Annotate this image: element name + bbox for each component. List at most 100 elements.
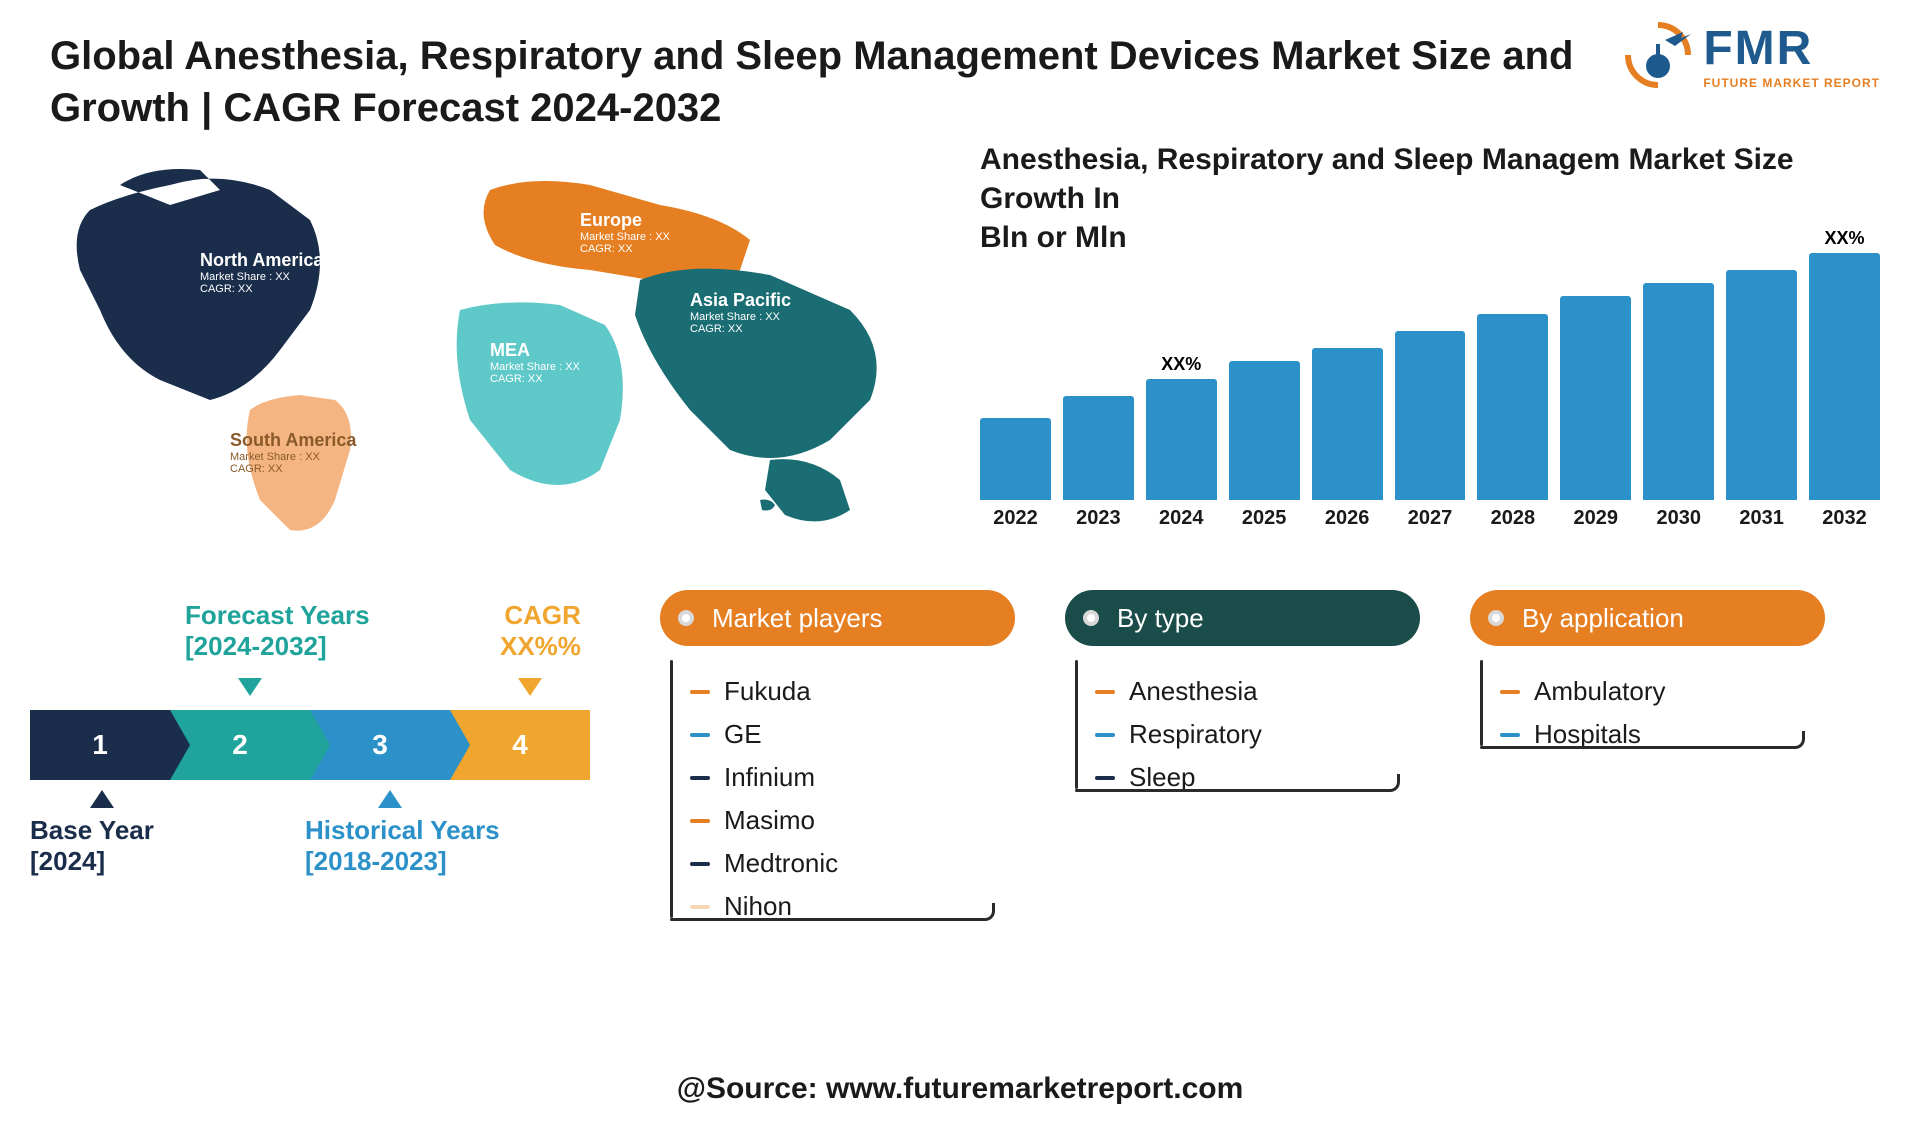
bar-rect (1146, 379, 1217, 500)
info-column-by-application: By application Ambulatory Hospitals (1470, 590, 1825, 928)
region-mea: MEAMarket Share : XXCAGR: XX (490, 340, 580, 385)
tick-icon (1095, 733, 1115, 737)
bar-year-label: 2028 (1491, 507, 1536, 530)
tick-icon (1500, 733, 1520, 737)
bar-rect (1809, 253, 1880, 500)
tick-icon (690, 862, 710, 866)
item-label: Hospitals (1534, 719, 1641, 750)
bar-rect (980, 418, 1051, 500)
logo-sub-text: FUTURE MARKET REPORT (1703, 76, 1880, 90)
bar-year-label: 2025 (1242, 507, 1287, 530)
item-label: GE (724, 719, 762, 750)
list-item: Anesthesia (1095, 670, 1420, 713)
info-list: Anesthesia Respiratory Sleep (1065, 670, 1420, 799)
arrow-down-icon (238, 678, 262, 696)
item-label: Medtronic (724, 848, 838, 879)
tick-icon (1095, 776, 1115, 780)
tick-icon (690, 733, 710, 737)
pill-title: Market players (712, 603, 883, 634)
arrow-down-icon (518, 678, 542, 696)
tick-icon (690, 690, 710, 694)
world-map: North AmericaMarket Share : XXCAGR: XX So… (50, 160, 910, 540)
bar-2027: 2027 (1395, 331, 1466, 500)
bar-2022: 2022 (980, 418, 1051, 500)
pill-header: By application (1470, 590, 1825, 646)
bullet-icon (1488, 610, 1504, 626)
base-year-label: Base Year [2024] (30, 815, 154, 877)
bar-2023: 2023 (1063, 396, 1134, 500)
pill-title: By application (1522, 603, 1684, 634)
bar-rect (1643, 283, 1714, 500)
info-list: Fukuda GE Infinium Masimo Medtronic Nihon (660, 670, 1015, 928)
logo-icon (1623, 20, 1693, 90)
bar-year-label: 2024 (1159, 507, 1204, 530)
info-columns: Market players Fukuda GE Infinium Masimo Medt… (660, 590, 1825, 928)
list-item: Respiratory (1095, 713, 1420, 756)
bar-year-label: 2023 (1076, 507, 1121, 530)
historical-label: Historical Years [2018-2023] (305, 815, 500, 877)
item-label: Fukuda (724, 676, 811, 707)
bar-rect (1395, 331, 1466, 500)
bar-annotation: XX% (1825, 228, 1865, 249)
list-item: Ambulatory (1500, 670, 1825, 713)
list-item: Hospitals (1500, 713, 1825, 756)
source-attribution: @Source: www.futuremarketreport.com (0, 1072, 1920, 1106)
tick-icon (690, 905, 710, 909)
pill-header: By type (1065, 590, 1420, 646)
bar-2030: 2030 (1643, 283, 1714, 500)
bar-2028: 2028 (1477, 314, 1548, 500)
pill-header: Market players (660, 590, 1015, 646)
tick-icon (1500, 690, 1520, 694)
forecast-label: Forecast Years [2024-2032] (185, 600, 370, 662)
item-label: Ambulatory (1534, 676, 1666, 707)
list-item: Sleep (1095, 756, 1420, 799)
logo-main-text: FMR (1703, 21, 1880, 76)
tick-icon (690, 776, 710, 780)
bar-rect (1229, 361, 1300, 500)
bar-2026: 2026 (1312, 348, 1383, 500)
cagr-label: CAGR XX%% (500, 600, 581, 662)
timeline-infographic: Forecast Years [2024-2032] CAGR XX%% 123… (30, 600, 620, 880)
bar-rect (1560, 296, 1631, 500)
market-size-bar-chart: Anesthesia, Respiratory and Sleep Manage… (980, 140, 1880, 540)
page-header: Global Anesthesia, Respiratory and Sleep… (50, 30, 1600, 134)
bar-annotation: XX% (1161, 354, 1201, 375)
bar-year-label: 2029 (1574, 507, 1619, 530)
timeline-step-3: 3 (310, 710, 450, 780)
arrow-up-icon (90, 790, 114, 808)
bar-year-label: 2026 (1325, 507, 1370, 530)
bar-2024: XX%2024 (1146, 354, 1217, 500)
region-south-america: South AmericaMarket Share : XXCAGR: XX (230, 430, 356, 475)
arrow-up-icon (378, 790, 402, 808)
region-north-america: North AmericaMarket Share : XXCAGR: XX (200, 250, 323, 295)
map-svg (50, 160, 910, 540)
bar-year-label: 2022 (993, 507, 1038, 530)
list-item: Infinium (690, 756, 1015, 799)
bar-rect (1063, 396, 1134, 500)
timeline-step-4: 4 (450, 710, 590, 780)
timeline-step-2: 2 (170, 710, 310, 780)
info-list: Ambulatory Hospitals (1470, 670, 1825, 756)
bar-2029: 2029 (1560, 296, 1631, 500)
item-label: Infinium (724, 762, 815, 793)
brand-logo: FMR FUTURE MARKET REPORT (1623, 20, 1880, 90)
item-label: Nihon (724, 891, 792, 922)
bar-year-label: 2031 (1739, 507, 1784, 530)
info-column-by-type: By type Anesthesia Respiratory Sleep (1065, 590, 1420, 928)
item-label: Anesthesia (1129, 676, 1258, 707)
tick-icon (1095, 690, 1115, 694)
bar-rect (1726, 270, 1797, 500)
item-label: Respiratory (1129, 719, 1262, 750)
bar-2025: 2025 (1229, 361, 1300, 500)
info-column-market-players: Market players Fukuda GE Infinium Masimo Medt… (660, 590, 1015, 928)
tick-icon (690, 819, 710, 823)
bullet-icon (678, 610, 694, 626)
bullet-icon (1083, 610, 1099, 626)
bar-2032: XX%2032 (1809, 228, 1880, 500)
bar-rect (1477, 314, 1548, 500)
bar-2031: 2031 (1726, 270, 1797, 500)
region-asia-pacific: Asia PacificMarket Share : XXCAGR: XX (690, 290, 791, 335)
list-item: Masimo (690, 799, 1015, 842)
pill-title: By type (1117, 603, 1204, 634)
region-europe: EuropeMarket Share : XXCAGR: XX (580, 210, 670, 255)
